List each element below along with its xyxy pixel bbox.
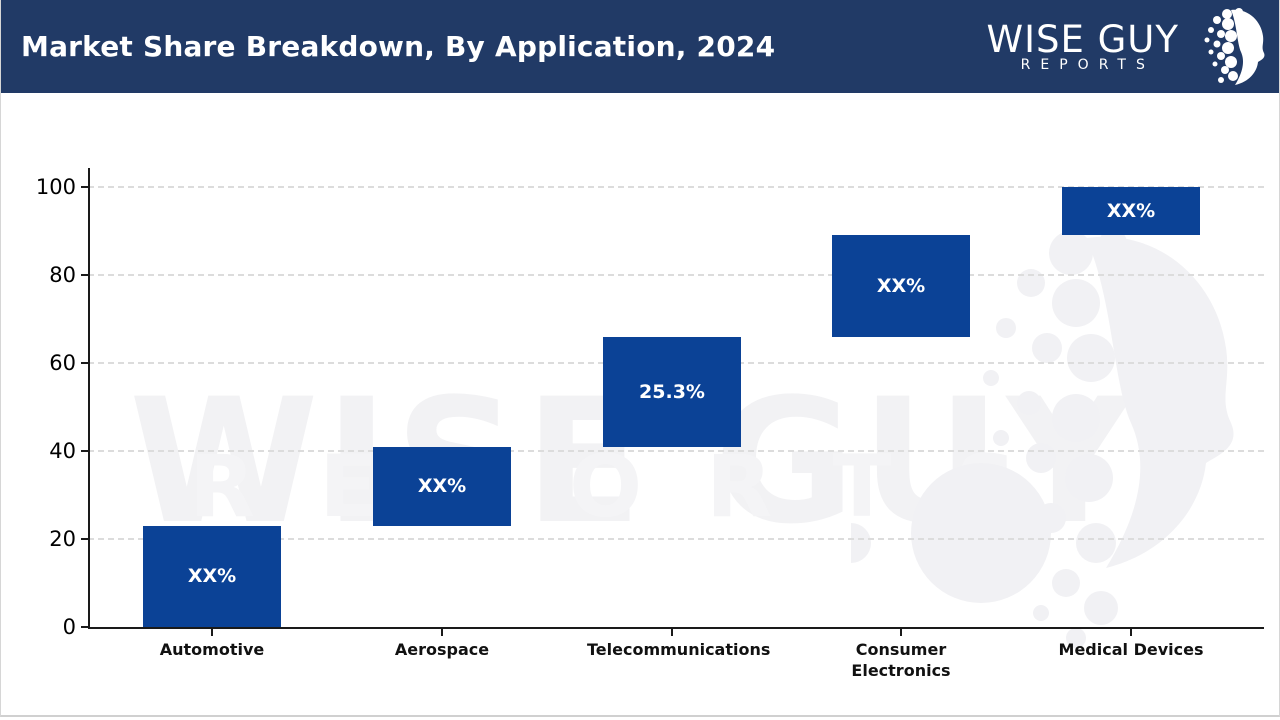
y-tick-mark-0 <box>81 626 88 628</box>
x-tick-mark-2 <box>671 629 673 636</box>
watermark-subtext: REPORTS <box>189 437 1082 537</box>
bar-consumer-electronics: XX% <box>832 235 970 337</box>
bar-medical-devices: XX% <box>1062 187 1200 236</box>
header-bar: Market Share Breakdown, By Application, … <box>1 0 1279 93</box>
x-tick-mark-4 <box>1130 629 1132 636</box>
bar-aerospace: XX% <box>373 446 511 526</box>
x-category-label: Aerospace <box>394 640 490 659</box>
gridline-80 <box>88 274 1264 276</box>
x-category-label: Medical Devices <box>1058 640 1204 659</box>
y-tick-label-0: 0 <box>62 615 76 639</box>
x-tick-mark-3 <box>900 629 902 636</box>
x-tick-mark-0 <box>211 629 213 636</box>
x-category-label: Consumer Electronics <box>851 640 951 680</box>
x-category-label: Automotive <box>159 640 265 659</box>
bar-value-label: 25.3% <box>639 380 705 403</box>
y-tick-mark-40 <box>81 450 88 452</box>
logo-wordmark: WISE GUY REPORTS <box>986 17 1179 74</box>
gridline-40 <box>88 450 1264 452</box>
x-axis-line <box>88 627 1264 629</box>
bar-value-label: XX% <box>1106 200 1156 223</box>
y-tick-label-40: 40 <box>49 439 76 463</box>
gridline-100 <box>88 186 1264 188</box>
gridline-20 <box>88 538 1264 540</box>
bar-automotive: XX% <box>143 525 281 627</box>
y-tick-label-80: 80 <box>49 263 76 287</box>
bar-value-label: XX% <box>187 565 237 588</box>
y-tick-label-20: 20 <box>49 527 76 551</box>
bar-telecommunications: 25.3% <box>603 336 741 447</box>
y-tick-mark-80 <box>81 274 88 276</box>
page-title: Market Share Breakdown, By Application, … <box>21 30 776 63</box>
y-tick-mark-20 <box>81 538 88 540</box>
y-tick-label-100: 100 <box>35 175 76 199</box>
y-tick-label-60: 60 <box>49 351 76 375</box>
logo-line2: REPORTS <box>1020 57 1155 74</box>
brand-logo: WISE GUY REPORTS <box>987 6 1267 88</box>
bar-value-label: XX% <box>876 274 926 297</box>
x-tick-mark-1 <box>441 629 443 636</box>
watermark-face-icon <box>851 229 1234 648</box>
y-tick-mark-60 <box>81 362 88 364</box>
logo-line1: WISE GUY <box>986 17 1179 61</box>
x-category-label: Telecommunications <box>587 640 771 659</box>
bar-chart: WISE GUY REPORTS 0 20 40 60 80 100 XX% Automoti… <box>1 93 1279 715</box>
y-tick-mark-100 <box>81 186 88 188</box>
bar-value-label: XX% <box>417 475 467 498</box>
y-axis-line <box>88 168 90 629</box>
logo-face-icon <box>1204 8 1265 86</box>
